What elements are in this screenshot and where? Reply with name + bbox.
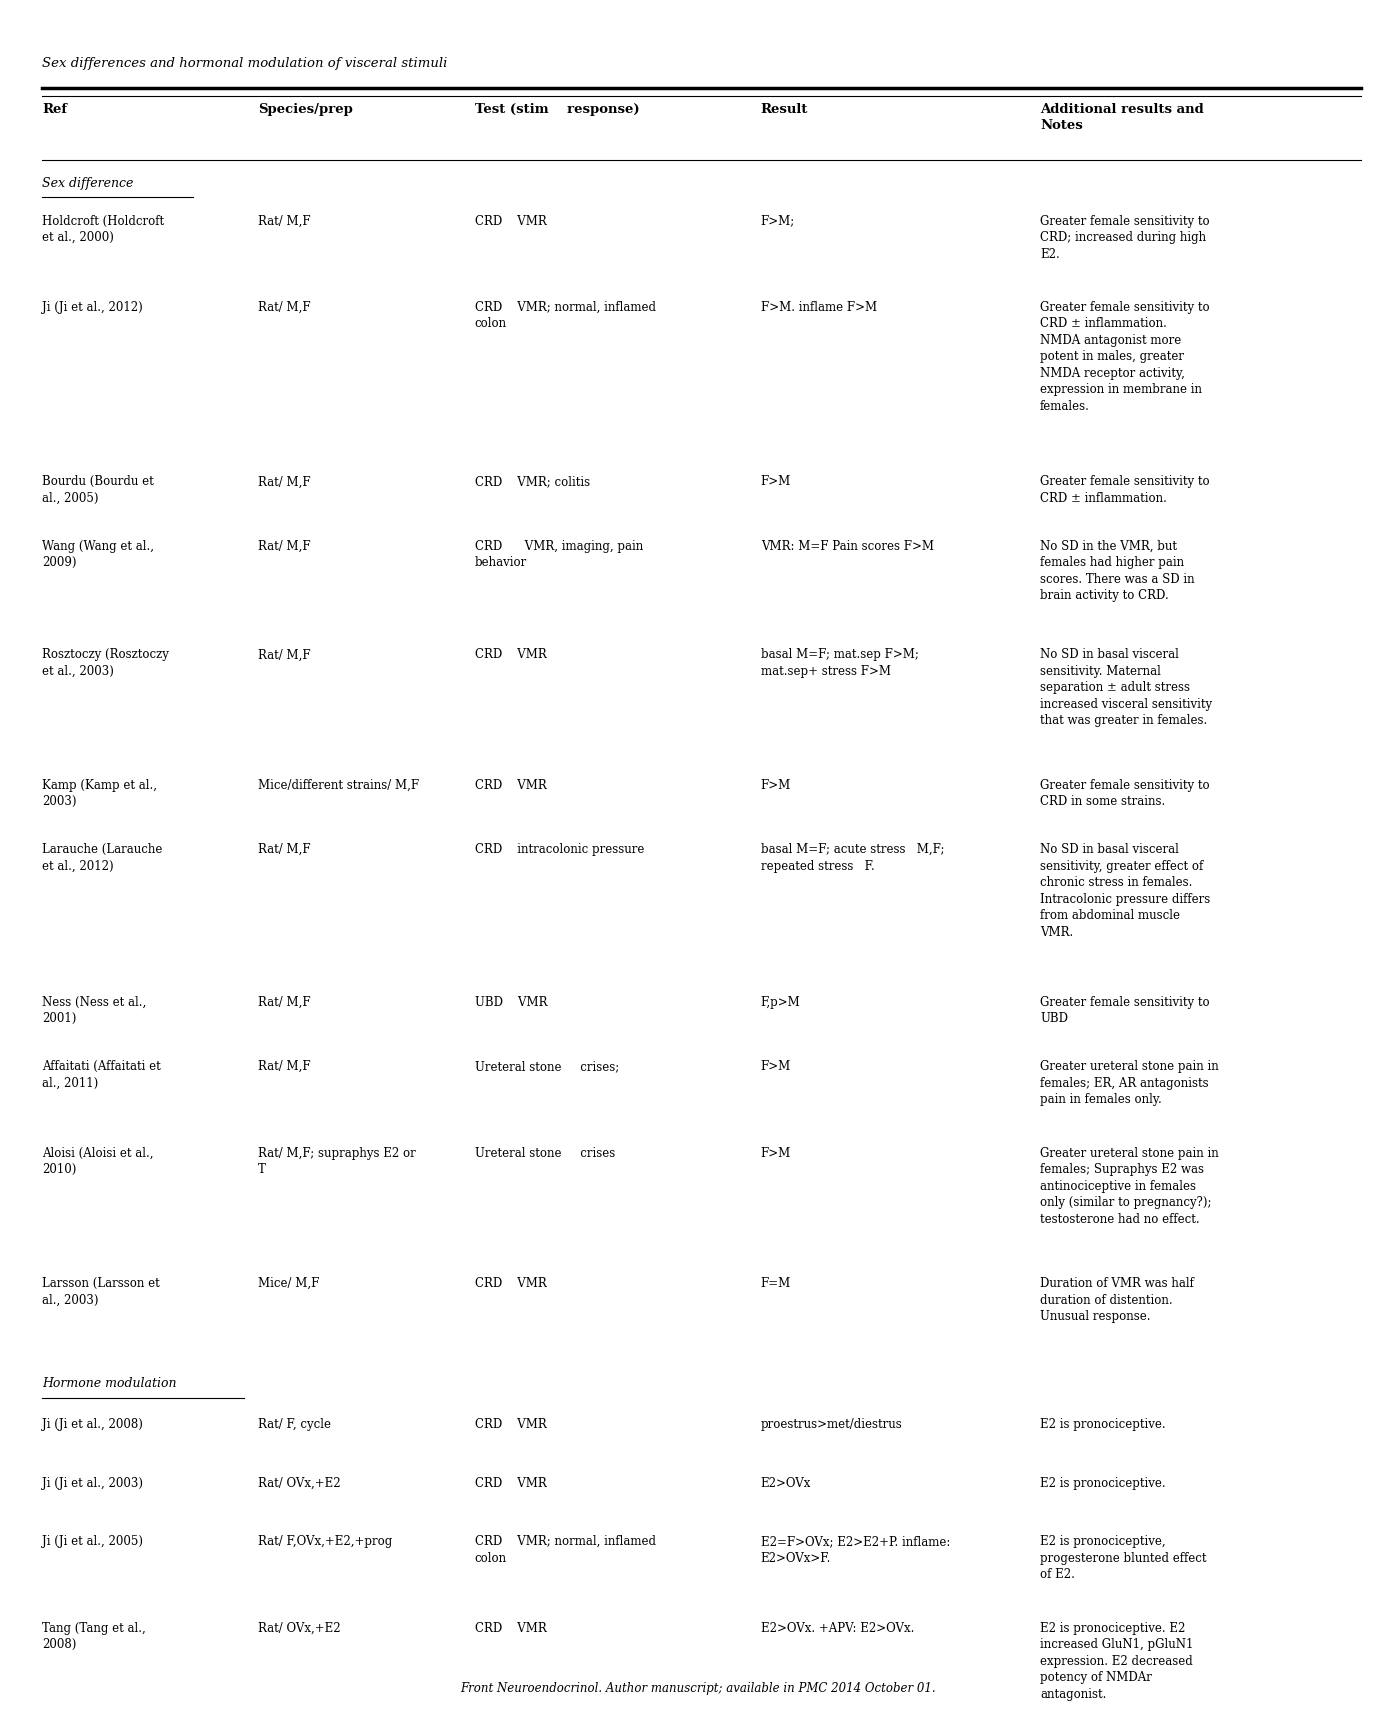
- Text: No SD in basal visceral
sensitivity, greater effect of
chronic stress in females: No SD in basal visceral sensitivity, gre…: [1040, 843, 1210, 939]
- Text: Result: Result: [761, 103, 808, 117]
- Text: CRD    VMR: CRD VMR: [475, 214, 546, 228]
- Text: CRD    VMR: CRD VMR: [475, 649, 546, 661]
- Text: VMR: M=F Pain scores F>M: VMR: M=F Pain scores F>M: [761, 541, 934, 553]
- Text: Mice/ M,F: Mice/ M,F: [258, 1277, 320, 1290]
- Text: Rat/ F,OVx,+E2,+prog: Rat/ F,OVx,+E2,+prog: [258, 1536, 392, 1548]
- Text: F>M: F>M: [761, 1146, 792, 1160]
- Text: Greater female sensitivity to
CRD ± inflammation.
NMDA antagonist more
potent in: Greater female sensitivity to CRD ± infl…: [1040, 300, 1210, 414]
- Text: Ji (Ji et al., 2005): Ji (Ji et al., 2005): [42, 1536, 142, 1548]
- Text: Rat/ M,F: Rat/ M,F: [258, 541, 311, 553]
- Text: Test (stim    response): Test (stim response): [475, 103, 639, 117]
- Text: Tang (Tang et al.,
2008): Tang (Tang et al., 2008): [42, 1622, 145, 1651]
- Text: Ji (Ji et al., 2008): Ji (Ji et al., 2008): [42, 1419, 142, 1431]
- Text: E2 is pronociceptive,
progesterone blunted effect
of E2.: E2 is pronociceptive, progesterone blunt…: [1040, 1536, 1206, 1580]
- Text: Front Neuroendocrinol. Author manuscript; available in PMC 2014 October 01.: Front Neuroendocrinol. Author manuscript…: [461, 1682, 935, 1695]
- Text: E2 is pronociceptive.: E2 is pronociceptive.: [1040, 1477, 1166, 1489]
- Text: Larsson (Larsson et
al., 2003): Larsson (Larsson et al., 2003): [42, 1277, 159, 1306]
- Text: Rat/ M,F; supraphys E2 or
T: Rat/ M,F; supraphys E2 or T: [258, 1146, 416, 1175]
- Text: proestrus>met/diestrus: proestrus>met/diestrus: [761, 1419, 903, 1431]
- Text: Species/prep: Species/prep: [258, 103, 353, 117]
- Text: Ureteral stone     crises;: Ureteral stone crises;: [475, 1060, 618, 1072]
- Text: Affaitati (Affaitati et
al., 2011): Affaitati (Affaitati et al., 2011): [42, 1060, 161, 1090]
- Text: UBD    VMR: UBD VMR: [475, 995, 547, 1009]
- Text: Ref: Ref: [42, 103, 67, 117]
- Text: F,p>M: F,p>M: [761, 995, 800, 1009]
- Text: CRD    VMR: CRD VMR: [475, 1277, 546, 1290]
- Text: Duration of VMR was half
duration of distention.
Unusual response.: Duration of VMR was half duration of dis…: [1040, 1277, 1194, 1323]
- Text: CRD    VMR: CRD VMR: [475, 1419, 546, 1431]
- Text: Rat/ OVx,+E2: Rat/ OVx,+E2: [258, 1622, 341, 1635]
- Text: Mice/different strains/ M,F: Mice/different strains/ M,F: [258, 779, 419, 791]
- Text: Rat/ M,F: Rat/ M,F: [258, 300, 311, 314]
- Text: Ji (Ji et al., 2003): Ji (Ji et al., 2003): [42, 1477, 142, 1489]
- Text: Wang (Wang et al.,
2009): Wang (Wang et al., 2009): [42, 541, 154, 570]
- Text: E2 is pronociceptive. E2
increased GluN1, pGluN1
expression. E2 decreased
potenc: E2 is pronociceptive. E2 increased GluN1…: [1040, 1622, 1194, 1701]
- Text: Kamp (Kamp et al.,
2003): Kamp (Kamp et al., 2003): [42, 779, 156, 808]
- Text: basal M=F; acute stress   M,F;
repeated stress   F.: basal M=F; acute stress M,F; repeated st…: [761, 843, 944, 873]
- Text: Greater ureteral stone pain in
females; ER, AR antagonists
pain in females only.: Greater ureteral stone pain in females; …: [1040, 1060, 1219, 1107]
- Text: Additional results and
Notes: Additional results and Notes: [1040, 103, 1203, 132]
- Text: Bourdu (Bourdu et
al., 2005): Bourdu (Bourdu et al., 2005): [42, 475, 154, 505]
- Text: Rat/ M,F: Rat/ M,F: [258, 214, 311, 228]
- Text: F=M: F=M: [761, 1277, 792, 1290]
- Text: No SD in basal visceral
sensitivity. Maternal
separation ± adult stress
increase: No SD in basal visceral sensitivity. Mat…: [1040, 649, 1212, 728]
- Text: Ji (Ji et al., 2012): Ji (Ji et al., 2012): [42, 300, 142, 314]
- Text: CRD    VMR; normal, inflamed
colon: CRD VMR; normal, inflamed colon: [475, 1536, 656, 1565]
- Text: CRD      VMR, imaging, pain
behavior: CRD VMR, imaging, pain behavior: [475, 541, 644, 570]
- Text: Holdcroft (Holdcroft
et al., 2000): Holdcroft (Holdcroft et al., 2000): [42, 214, 163, 244]
- Text: Greater female sensitivity to
UBD: Greater female sensitivity to UBD: [1040, 995, 1210, 1024]
- Text: CRD    VMR: CRD VMR: [475, 779, 546, 791]
- Text: Rat/ M,F: Rat/ M,F: [258, 475, 311, 489]
- Text: Greater female sensitivity to
CRD in some strains.: Greater female sensitivity to CRD in som…: [1040, 779, 1210, 808]
- Text: Rosztoczy (Rosztoczy
et al., 2003): Rosztoczy (Rosztoczy et al., 2003): [42, 649, 169, 678]
- Text: CRD    VMR: CRD VMR: [475, 1477, 546, 1489]
- Text: E2>OVx: E2>OVx: [761, 1477, 811, 1489]
- Text: Greater female sensitivity to
CRD; increased during high
E2.: Greater female sensitivity to CRD; incre…: [1040, 214, 1210, 261]
- Text: E2 is pronociceptive.: E2 is pronociceptive.: [1040, 1419, 1166, 1431]
- Text: F>M;: F>M;: [761, 214, 796, 228]
- Text: Ness (Ness et al.,
2001): Ness (Ness et al., 2001): [42, 995, 147, 1024]
- Text: CRD    VMR; normal, inflamed
colon: CRD VMR; normal, inflamed colon: [475, 300, 656, 331]
- Text: Rat/ M,F: Rat/ M,F: [258, 843, 311, 856]
- Text: F>M: F>M: [761, 779, 792, 791]
- Text: Rat/ F, cycle: Rat/ F, cycle: [258, 1419, 331, 1431]
- Text: No SD in the VMR, but
females had higher pain
scores. There was a SD in
brain ac: No SD in the VMR, but females had higher…: [1040, 541, 1195, 602]
- Text: Ureteral stone     crises: Ureteral stone crises: [475, 1146, 614, 1160]
- Text: Rat/ OVx,+E2: Rat/ OVx,+E2: [258, 1477, 341, 1489]
- Text: Greater ureteral stone pain in
females; Supraphys E2 was
antinociceptive in fema: Greater ureteral stone pain in females; …: [1040, 1146, 1219, 1225]
- Text: Rat/ M,F: Rat/ M,F: [258, 995, 311, 1009]
- Text: Sex differences and hormonal modulation of visceral stimuli: Sex differences and hormonal modulation …: [42, 57, 447, 70]
- Text: Greater female sensitivity to
CRD ± inflammation.: Greater female sensitivity to CRD ± infl…: [1040, 475, 1210, 505]
- Text: Aloisi (Aloisi et al.,
2010): Aloisi (Aloisi et al., 2010): [42, 1146, 154, 1175]
- Text: E2>OVx. +APV: E2>OVx.: E2>OVx. +APV: E2>OVx.: [761, 1622, 914, 1635]
- Text: Rat/ M,F: Rat/ M,F: [258, 649, 311, 661]
- Text: CRD    intracolonic pressure: CRD intracolonic pressure: [475, 843, 644, 856]
- Text: CRD    VMR: CRD VMR: [475, 1622, 546, 1635]
- Text: CRD    VMR; colitis: CRD VMR; colitis: [475, 475, 589, 489]
- Text: basal M=F; mat.sep F>M;
mat.sep+ stress F>M: basal M=F; mat.sep F>M; mat.sep+ stress …: [761, 649, 919, 678]
- Text: F>M. inflame F>M: F>M. inflame F>M: [761, 300, 877, 314]
- Text: Hormone modulation: Hormone modulation: [42, 1378, 176, 1390]
- Text: Rat/ M,F: Rat/ M,F: [258, 1060, 311, 1072]
- Text: Larauche (Larauche
et al., 2012): Larauche (Larauche et al., 2012): [42, 843, 162, 873]
- Text: F>M: F>M: [761, 475, 792, 489]
- Text: E2=F>OVx; E2>E2+P. inflame:
E2>OVx>F.: E2=F>OVx; E2>E2+P. inflame: E2>OVx>F.: [761, 1536, 951, 1565]
- Text: Sex difference: Sex difference: [42, 177, 133, 190]
- Text: F>M: F>M: [761, 1060, 792, 1072]
